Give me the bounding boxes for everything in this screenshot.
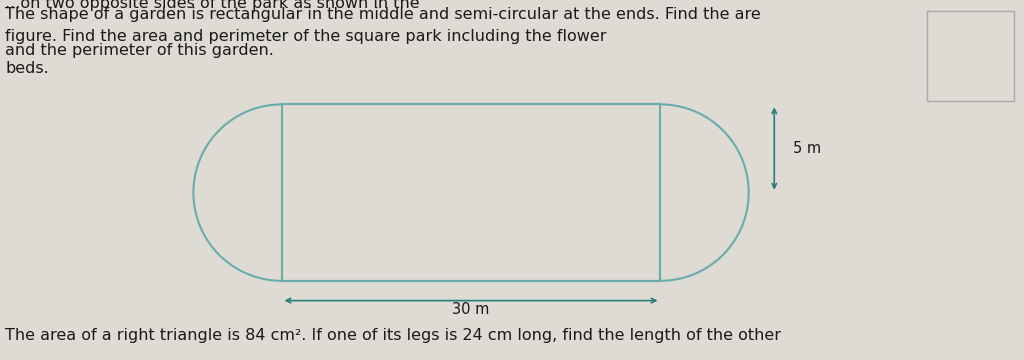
Text: 30 m: 30 m xyxy=(453,302,489,318)
Bar xyxy=(927,11,1014,101)
Text: and the perimeter of this garden.: and the perimeter of this garden. xyxy=(5,43,274,58)
Bar xyxy=(282,104,660,281)
Text: 5 m: 5 m xyxy=(793,141,821,156)
Text: beds.: beds. xyxy=(5,61,49,76)
Text: The area of a right triangle is 84 cm². If one of its legs is 24 cm long, find t: The area of a right triangle is 84 cm². … xyxy=(5,328,781,343)
Text: ...on two opposite sides of the park as shown in the: ...on two opposite sides of the park as … xyxy=(5,0,420,12)
Text: figure. Find the area and perimeter of the square park including the flower: figure. Find the area and perimeter of t… xyxy=(5,29,606,44)
Text: The shape of a garden is rectangular in the middle and semi-circular at the ends: The shape of a garden is rectangular in … xyxy=(5,7,761,22)
